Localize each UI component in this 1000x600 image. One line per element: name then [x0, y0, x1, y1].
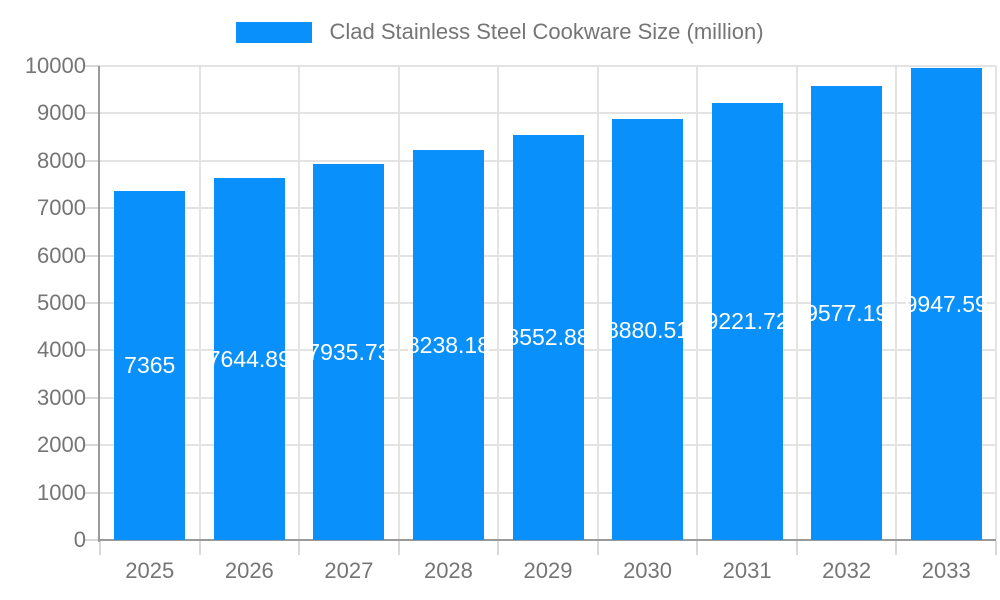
y-axis-label: 8000 — [37, 147, 86, 173]
x-axis-tick — [397, 541, 400, 555]
x-axis-tick — [497, 541, 500, 555]
x-axis-label: 2028 — [423, 558, 473, 583]
bar-value-label: 9577.19 — [805, 300, 889, 327]
y-axis-label: 7000 — [37, 195, 86, 221]
x-axis-tick — [696, 541, 699, 555]
y-axis-label: 3000 — [37, 384, 86, 410]
legend: Clad Stainless Steel Cookware Size (mill… — [0, 18, 1000, 46]
y-axis-label: 9000 — [37, 100, 86, 126]
x-axis-label: 2032 — [822, 558, 872, 583]
y-axis-tick — [84, 207, 100, 210]
bar-2025[interactable] — [114, 190, 186, 540]
bar-2030[interactable] — [612, 119, 684, 540]
y-axis-tick — [84, 159, 100, 162]
x-axis-label: 2031 — [722, 558, 772, 583]
y-axis-tick — [84, 396, 100, 399]
gridline-vertical — [895, 66, 898, 540]
y-axis-tick — [84, 444, 100, 447]
x-axis-label: 2033 — [921, 558, 971, 583]
bar-2028[interactable] — [412, 149, 484, 540]
x-axis-tick — [596, 541, 599, 555]
bar-value-label: 8552.88 — [506, 324, 590, 351]
x-axis-tick — [895, 541, 898, 555]
y-axis-label: 5000 — [37, 290, 86, 315]
x-axis-tick — [198, 541, 201, 555]
bar-value-label: 8880.51 — [605, 316, 690, 343]
bar-2029[interactable] — [512, 134, 584, 540]
gridline-vertical — [298, 66, 301, 540]
legend-label: Clad Stainless Steel Cookware Size (mill… — [329, 19, 764, 44]
gridline-vertical — [696, 66, 699, 540]
bar-2026[interactable] — [213, 177, 285, 540]
bar-value-label: 7644.89 — [207, 345, 291, 372]
x-axis-line — [98, 539, 996, 541]
bar-value-label: 9947.59 — [904, 291, 988, 318]
gridline-vertical — [497, 66, 500, 540]
gridline-horizontal — [100, 65, 996, 67]
bar-2032[interactable] — [811, 86, 883, 540]
y-axis-tick — [84, 65, 100, 67]
x-axis-tick — [99, 541, 101, 555]
bar-value-label: 8238.18 — [406, 331, 490, 358]
gridline-vertical — [795, 66, 798, 540]
gridline-horizontal — [100, 112, 996, 115]
y-axis-label: 6000 — [37, 242, 86, 268]
y-axis-label: 2000 — [37, 432, 86, 458]
bar-value-label: 7365 — [124, 352, 176, 379]
gridline-vertical — [995, 66, 997, 540]
y-axis-tick — [84, 491, 100, 494]
x-axis-tick — [995, 541, 997, 555]
y-axis-tick — [84, 254, 100, 257]
y-axis-tick — [84, 302, 100, 304]
bar-2033[interactable] — [910, 68, 982, 540]
legend-swatch[interactable] — [236, 21, 313, 43]
y-axis-tick — [84, 539, 100, 541]
y-axis-line — [98, 66, 100, 542]
gridline-vertical — [397, 66, 400, 540]
y-axis-label: 10000 — [24, 53, 86, 78]
x-axis-label: 2029 — [523, 558, 573, 583]
x-axis-label: 2030 — [623, 558, 673, 583]
x-axis-label: 2025 — [125, 558, 175, 583]
y-axis-tick — [84, 112, 100, 115]
y-axis-label: 1000 — [37, 479, 86, 505]
bar-2027[interactable] — [313, 163, 385, 540]
x-axis-tick — [795, 541, 798, 555]
bar-2031[interactable] — [711, 102, 783, 540]
x-axis-tick — [298, 541, 301, 555]
bar-value-label: 7935.73 — [307, 338, 391, 365]
y-axis-label: 0 — [73, 527, 86, 552]
gridline-vertical — [198, 66, 201, 540]
y-axis-label: 4000 — [37, 337, 86, 363]
bar-value-label: 9221.72 — [705, 308, 789, 335]
x-axis-label: 2027 — [324, 558, 374, 583]
y-axis-tick — [84, 349, 100, 352]
x-axis-label: 2026 — [224, 558, 274, 583]
gridline-vertical — [596, 66, 599, 540]
